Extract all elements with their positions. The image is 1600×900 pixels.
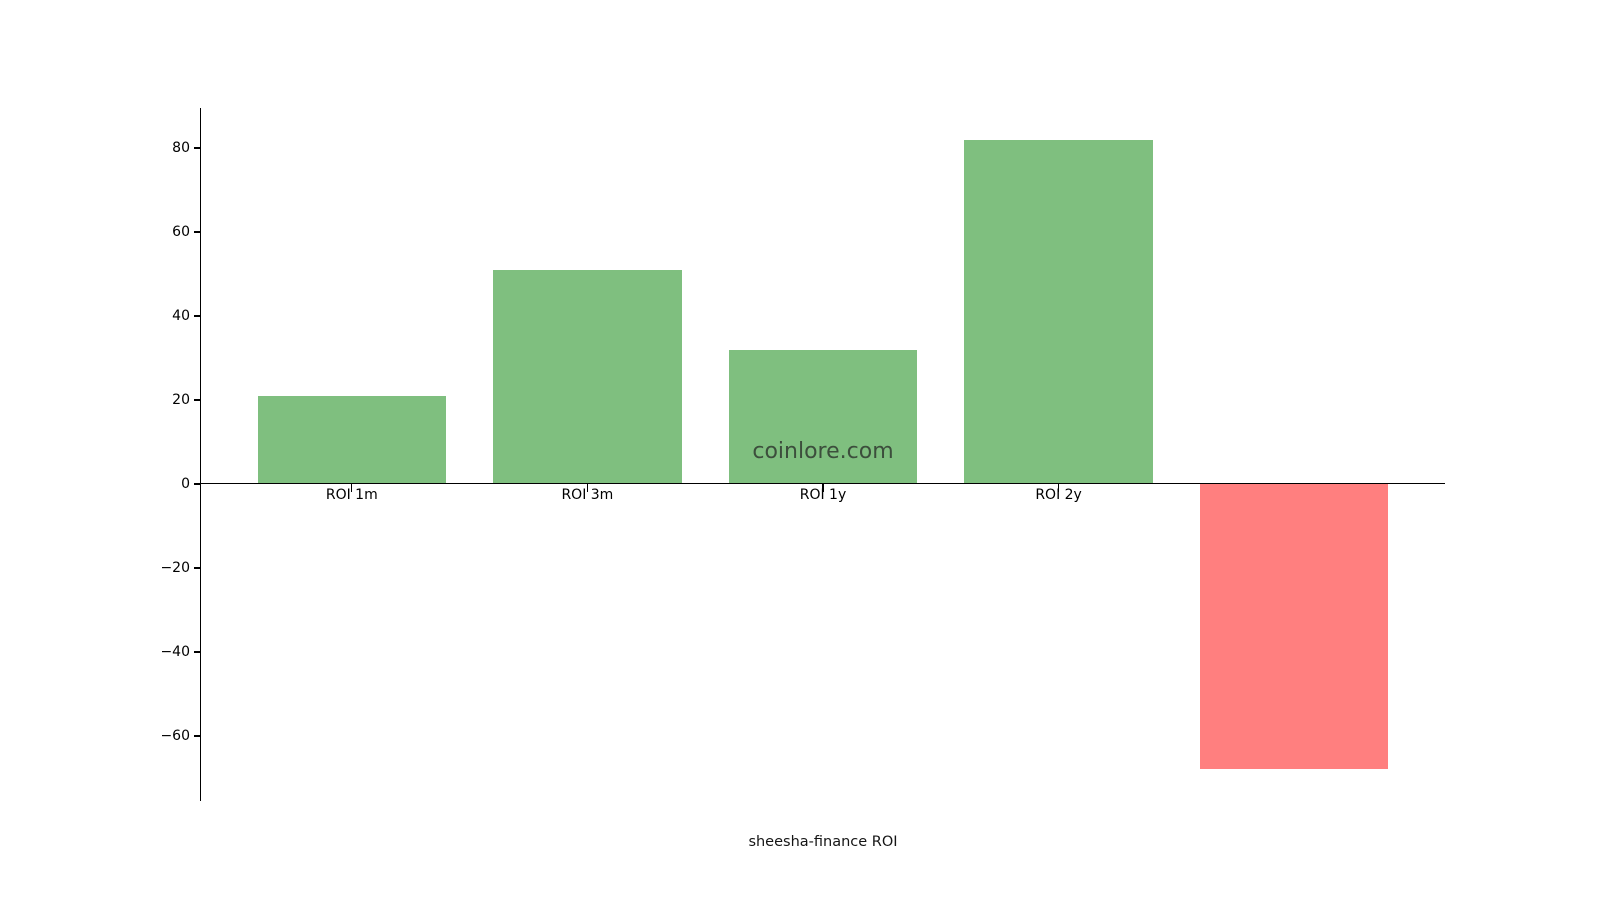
x-tick-label: ROI 2y <box>1035 487 1082 504</box>
x-tick-mark <box>586 483 589 492</box>
watermark-text: coinlore.com <box>752 439 894 464</box>
bar-roi-1y <box>728 349 918 484</box>
x-tick-label: ROI 3m <box>561 487 614 504</box>
x-tick-label: ROI 1y <box>799 487 847 504</box>
y-tick-label: 20 <box>172 391 190 408</box>
y-axis-line <box>199 108 201 801</box>
bar-roi-4 <box>1199 483 1389 770</box>
chart-title: sheesha-finance ROI <box>748 834 898 850</box>
x-axis-zero-line <box>200 483 1445 485</box>
y-tick-label: 40 <box>172 307 190 324</box>
y-tick-mark <box>194 315 201 317</box>
bar-roi-2y <box>964 139 1153 484</box>
bar-roi-1m <box>257 395 447 484</box>
y-tick-label: −20 <box>160 559 190 576</box>
y-tick-label: 80 <box>172 139 190 156</box>
y-tick-label: 60 <box>172 223 190 240</box>
y-tick-mark <box>194 651 201 653</box>
y-tick-mark <box>194 399 201 401</box>
x-tick-mark <box>822 483 824 492</box>
x-tick-mark <box>1057 483 1060 492</box>
y-tick-mark <box>194 567 201 569</box>
x-tick-mark <box>351 483 353 492</box>
y-tick-label: −60 <box>160 727 190 744</box>
y-tick-mark <box>194 735 201 737</box>
bar-roi-3m <box>493 269 682 484</box>
y-tick-label: 0 <box>181 475 190 492</box>
y-tick-label: −40 <box>160 643 190 660</box>
y-tick-mark <box>194 147 201 149</box>
y-tick-mark <box>194 231 201 233</box>
y-tick-mark <box>194 483 201 485</box>
x-tick-label: ROI 1m <box>325 487 378 504</box>
